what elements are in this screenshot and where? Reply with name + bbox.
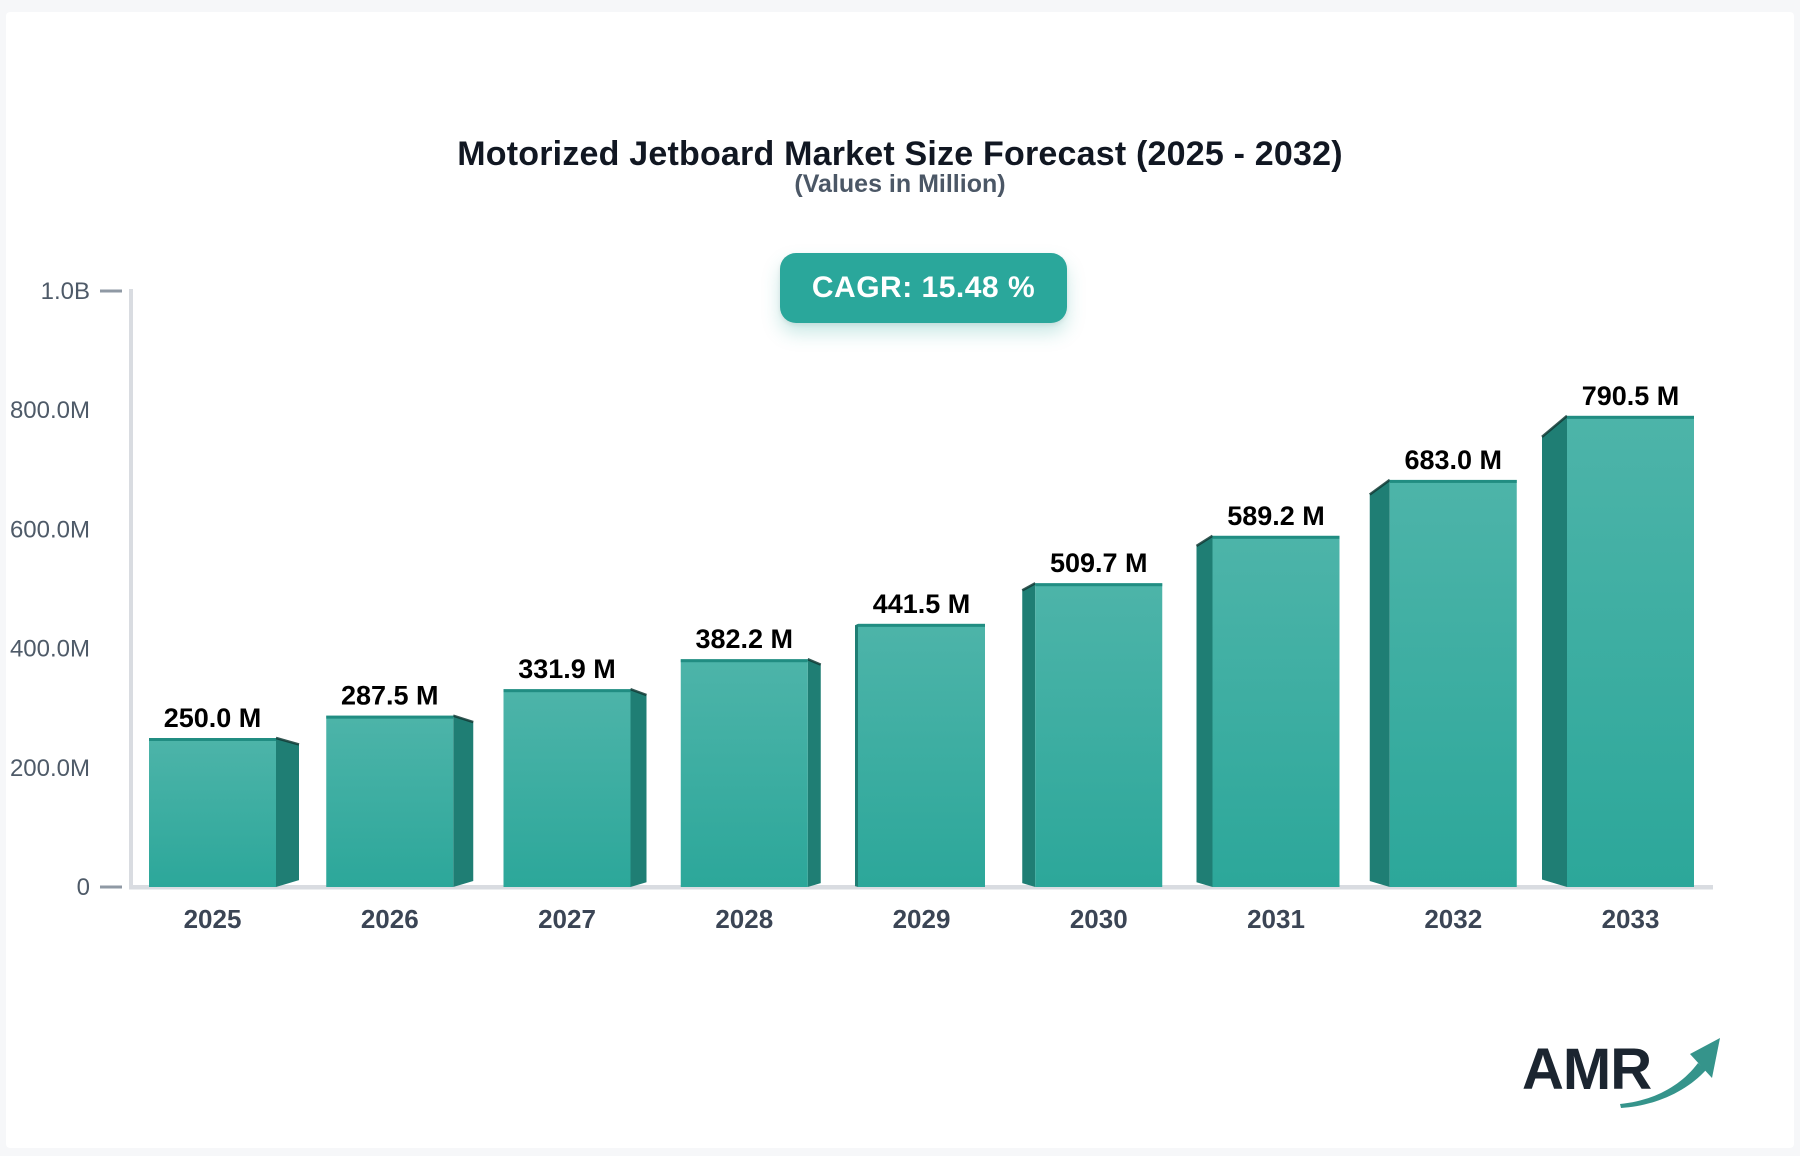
bar-side-face xyxy=(276,738,299,887)
bar-value-label: 509.7 M xyxy=(1050,548,1148,578)
y-axis-label: 1.0B xyxy=(41,278,90,305)
bar-2031: 589.2 M 2031 xyxy=(1195,501,1340,934)
bar-front-face xyxy=(1389,479,1517,887)
bar-value-label: 441.5 M xyxy=(873,589,971,619)
bar-value-label: 331.9 M xyxy=(518,654,616,684)
bar-value-label: 589.2 M xyxy=(1227,501,1325,531)
bar-side-face xyxy=(1369,479,1390,887)
x-axis-label: 2029 xyxy=(893,904,951,934)
x-axis-line xyxy=(129,885,1713,890)
bar-top-slant-edge xyxy=(807,658,822,666)
bar-2025: 250.0 M 2025 xyxy=(149,703,300,934)
bar-top-edge xyxy=(503,689,631,693)
bar-top-slant-edge xyxy=(1369,478,1391,496)
bar-2026: 287.5 M 2026 xyxy=(326,681,474,934)
bar-top-edge xyxy=(1035,583,1163,587)
x-axis-label: 2025 xyxy=(184,904,242,934)
bar-2029: 441.5 M 2029 xyxy=(855,589,985,934)
bar-side-face xyxy=(1196,535,1213,887)
bar-top-edge xyxy=(1389,479,1517,483)
amr-logo: AMR xyxy=(1522,1032,1752,1122)
bar-top-slant-edge xyxy=(1021,582,1036,592)
bar-top-slant-edge xyxy=(275,736,300,746)
bar-front-face xyxy=(858,623,985,887)
bar-top-slant-edge xyxy=(1541,414,1568,438)
bar-value-label: 250.0 M xyxy=(164,703,262,733)
bar-side-face xyxy=(1542,415,1567,887)
bar-2030: 509.7 M 2030 xyxy=(1021,548,1163,934)
bar-top-edge xyxy=(326,715,454,719)
bar-side-face xyxy=(807,659,821,887)
bar-front-face xyxy=(1567,415,1694,887)
y-axis-label: 0 xyxy=(77,874,90,901)
bar-top-edge xyxy=(1567,415,1694,419)
bar-side-face xyxy=(855,623,858,887)
x-axis-label: 2032 xyxy=(1424,904,1482,934)
amr-logo-text: AMR xyxy=(1522,1037,1652,1102)
bar-front-face xyxy=(680,659,808,887)
bar-side-face xyxy=(630,689,647,887)
y-axis-label: 400.0M xyxy=(10,636,90,663)
bar-top-slant-edge xyxy=(1195,534,1214,548)
cagr-badge: CAGR: 15.48 % xyxy=(780,253,1067,323)
bar-2033: 790.5 M 2033 xyxy=(1541,381,1694,934)
x-axis-label: 2033 xyxy=(1602,904,1660,934)
bar-top-edge xyxy=(149,738,276,741)
bar-front-face xyxy=(149,738,276,887)
bar-value-label: 790.5 M xyxy=(1582,381,1680,411)
x-axis-label: 2026 xyxy=(361,904,419,934)
x-axis-label: 2028 xyxy=(715,904,773,934)
y-tick xyxy=(100,885,122,889)
bar-top-edge xyxy=(680,659,808,663)
bar-top-edge xyxy=(1212,535,1340,539)
bar-2027: 331.9 M 2027 xyxy=(503,654,647,934)
bar-front-face xyxy=(1035,583,1163,887)
bar-2028: 382.2 M 2028 xyxy=(680,624,822,934)
bar-front-face xyxy=(503,689,631,887)
y-axis-line xyxy=(129,289,133,889)
bar-front-face xyxy=(1212,535,1340,887)
chart-title: Motorized Jetboard Market Size Forecast … xyxy=(457,134,1343,173)
x-axis-label: 2031 xyxy=(1247,904,1305,934)
x-axis-label: 2030 xyxy=(1070,904,1128,934)
growth-arrow-icon xyxy=(1620,1038,1720,1108)
y-axis-label: 200.0M xyxy=(10,755,90,782)
bar-top-edge xyxy=(858,623,985,627)
y-tick xyxy=(100,289,122,293)
bar-value-label: 683.0 M xyxy=(1404,445,1502,475)
x-axis-label: 2027 xyxy=(538,904,596,934)
bar-value-label: 287.5 M xyxy=(341,681,439,711)
bar-front-face xyxy=(326,715,454,887)
bar-top-slant-edge xyxy=(630,688,647,697)
chart-subtitle: (Values in Million) xyxy=(794,170,1006,198)
y-axis-label: 800.0M xyxy=(10,397,90,424)
bar-side-face xyxy=(453,715,474,887)
y-axis-label: 600.0M xyxy=(10,516,90,543)
bar-value-label: 382.2 M xyxy=(695,624,793,654)
bar-2032: 683.0 M 2032 xyxy=(1369,445,1517,934)
bar-top-slant-edge xyxy=(452,714,474,724)
bar-side-face xyxy=(1022,583,1036,887)
